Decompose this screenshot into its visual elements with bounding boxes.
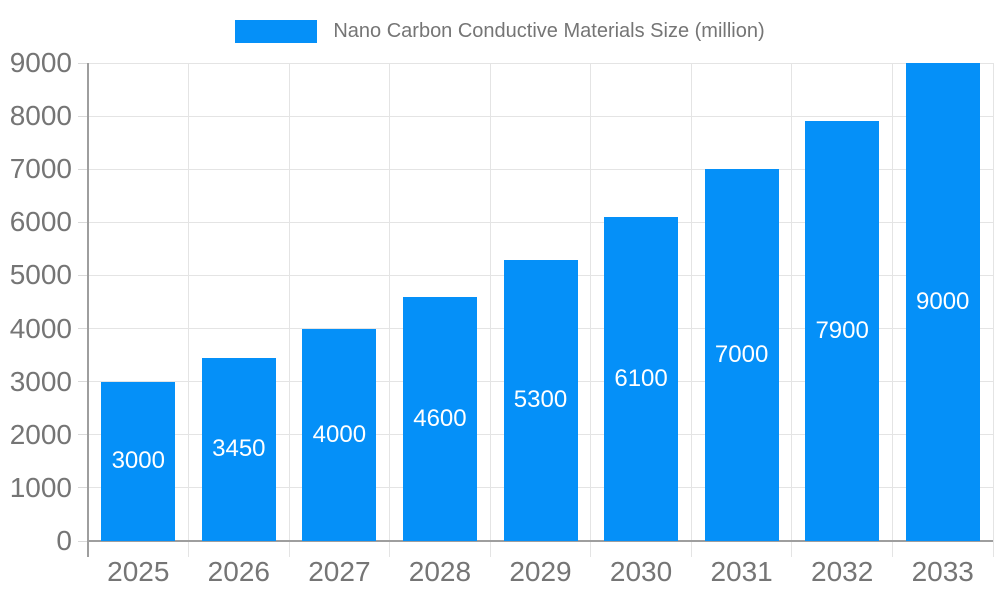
y-axis-label: 7000: [9, 153, 72, 185]
x-tick: [288, 541, 290, 557]
x-tick: [791, 541, 793, 557]
gridline-horizontal: [88, 168, 993, 170]
bar-2026[interactable]: 3450: [201, 357, 276, 541]
y-axis-label: 1000: [9, 471, 72, 503]
x-tick: [590, 541, 592, 557]
bar-2028[interactable]: 4600: [402, 296, 477, 541]
gridline-horizontal: [88, 62, 993, 64]
bar-2029[interactable]: 5300: [503, 259, 578, 541]
y-axis-line: [87, 63, 89, 557]
bar-2025[interactable]: 3000: [101, 381, 176, 541]
x-axis-label: 2032: [811, 556, 874, 587]
y-tick: [78, 328, 88, 330]
gridline-vertical: [489, 63, 491, 541]
x-tick: [389, 541, 391, 557]
y-tick: [78, 221, 88, 223]
x-axis-line: [88, 540, 993, 542]
bar-2030[interactable]: 6100: [604, 217, 679, 541]
gridline-vertical: [389, 63, 391, 541]
x-tick: [690, 541, 692, 557]
y-axis-label: 3000: [9, 365, 72, 397]
x-tick: [891, 541, 893, 557]
x-axis-label: 2031: [710, 556, 773, 587]
x-tick: [188, 541, 190, 557]
bar-value-label: 4000: [312, 420, 367, 448]
bar-value-label: 7000: [714, 341, 769, 369]
y-tick: [78, 487, 88, 489]
gridline-vertical: [188, 63, 190, 541]
y-axis-label: 4000: [9, 312, 72, 344]
y-axis-label: 9000: [9, 47, 72, 78]
gridline-vertical: [288, 63, 290, 541]
y-tick: [78, 540, 88, 542]
y-axis-label: 2000: [9, 418, 72, 450]
y-axis-label: 5000: [9, 259, 72, 291]
y-tick: [78, 434, 88, 436]
y-tick: [78, 274, 88, 276]
y-axis-label: 8000: [9, 100, 72, 132]
bar-value-label: 9000: [916, 288, 970, 315]
bar-value-label: 7900: [815, 317, 869, 345]
bar-2031[interactable]: 7000: [704, 169, 779, 541]
bar-value-label: 5300: [513, 386, 568, 414]
x-axis-label: 2029: [509, 556, 572, 587]
bar-2027[interactable]: 4000: [302, 328, 377, 541]
y-axis-label: 0: [56, 525, 72, 556]
bar-2033[interactable]: 9000: [905, 63, 980, 541]
bar-value-label: 3000: [111, 447, 165, 475]
x-tick: [489, 541, 491, 557]
legend-label: Nano Carbon Conductive Materials Size (m…: [333, 20, 765, 42]
bar-value-label: 4600: [413, 404, 467, 432]
gridline-horizontal: [88, 221, 993, 223]
x-tick: [992, 541, 994, 557]
legend-swatch: [235, 20, 318, 43]
x-axis-label: 2028: [408, 556, 472, 587]
gridline-vertical: [891, 63, 893, 541]
bar-value-label: 3450: [212, 435, 266, 463]
x-axis-label: 2027: [308, 556, 371, 587]
x-axis-label: 2026: [207, 556, 270, 587]
gridline-vertical: [992, 63, 994, 541]
x-axis-label: 2033: [911, 556, 974, 587]
y-tick: [78, 381, 88, 383]
bar-2032[interactable]: 7900: [805, 121, 880, 541]
x-axis-label: 2025: [107, 556, 170, 587]
gridline-vertical: [590, 63, 592, 541]
bar-value-label: 6100: [614, 365, 668, 392]
chart-legend[interactable]: Nano Carbon Conductive Materials Size (m…: [0, 20, 1000, 43]
gridline-horizontal: [88, 115, 993, 117]
y-tick: [78, 62, 88, 64]
gridline-vertical: [791, 63, 793, 541]
y-tick: [78, 115, 88, 117]
y-axis-label: 6000: [9, 206, 72, 238]
y-tick: [78, 168, 88, 170]
x-axis-label: 2030: [609, 556, 673, 587]
gridline-vertical: [690, 63, 692, 541]
